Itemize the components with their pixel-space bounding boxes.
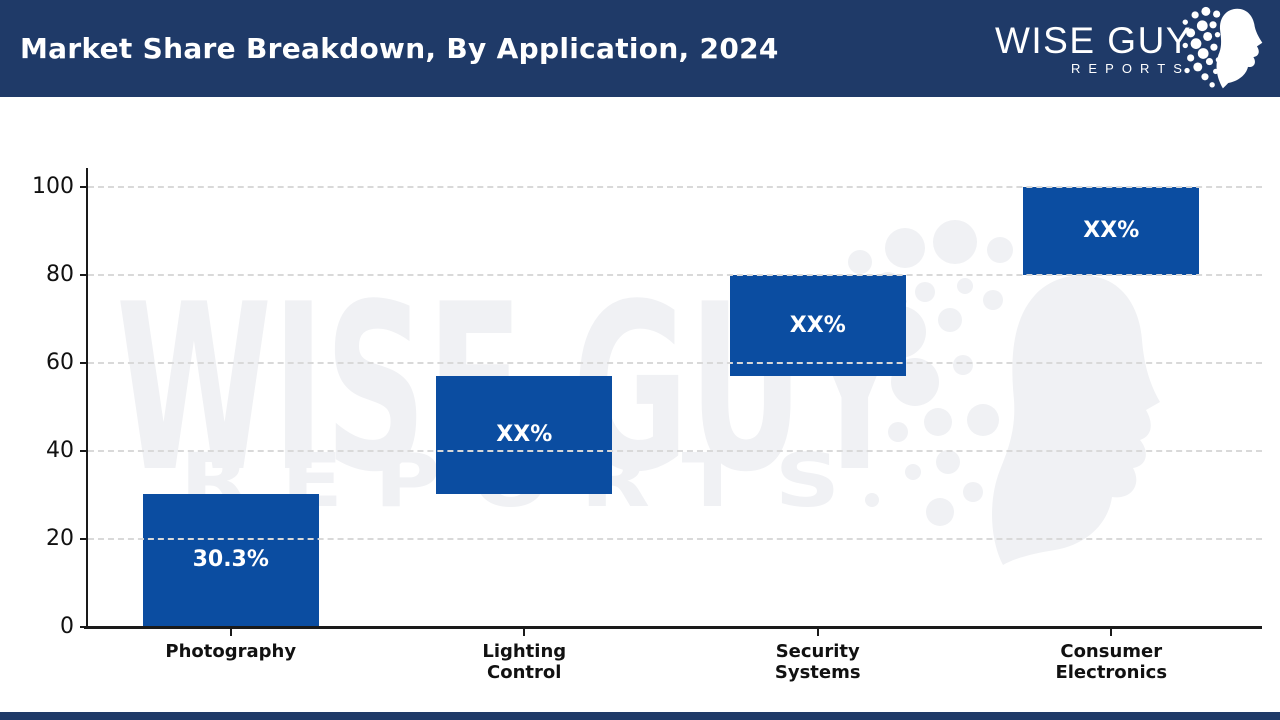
y-tick-mark	[80, 186, 88, 188]
bar-lighting-control	[436, 376, 613, 494]
y-tick-mark	[80, 450, 88, 452]
gridline-60	[88, 362, 1262, 364]
bar-security-systems	[729, 275, 906, 377]
y-tick-label: 0	[60, 614, 74, 639]
x-tick-mark	[1110, 627, 1113, 636]
y-tick-label: 40	[46, 438, 74, 463]
y-tick-label: 100	[32, 174, 74, 199]
x-axis-line	[84, 626, 1262, 629]
bar-value-label: XX%	[789, 312, 846, 338]
logo-subtext: REPORTS	[1070, 61, 1190, 76]
gridline-80	[88, 274, 1262, 276]
chart-title: Market Share Breakdown, By Application, …	[20, 32, 779, 65]
x-tick-mark	[523, 627, 526, 636]
category-label-photography: Photography	[165, 641, 297, 662]
bar-value-label: 30.3%	[192, 547, 269, 573]
category-label-lighting-control: Lighting Control	[482, 641, 567, 683]
gridline-40	[88, 450, 1262, 452]
y-tick-mark	[80, 362, 88, 364]
gridline-20	[88, 538, 1262, 540]
y-tick-mark	[80, 274, 88, 276]
y-tick-label: 60	[46, 350, 74, 375]
gridline-100	[88, 186, 1262, 188]
x-tick-mark	[816, 627, 819, 636]
y-tick-label: 80	[46, 262, 74, 287]
x-tick-mark	[229, 627, 232, 636]
logo-head-icon	[1182, 6, 1263, 89]
logo-text: WISE GUY REPORTS	[995, 21, 1192, 77]
category-label-security-systems: Security Systems	[774, 641, 861, 683]
y-tick-label: 20	[46, 526, 74, 551]
y-tick-mark	[80, 538, 88, 540]
category-label-consumer-electronics: Consumer Electronics	[1055, 641, 1168, 683]
brand-logo: WISE GUY REPORTS	[995, 6, 1266, 92]
footer-bar	[0, 712, 1280, 720]
bar-photography	[142, 493, 319, 627]
y-axis-line	[86, 168, 88, 629]
bar-value-label: XX%	[496, 421, 553, 447]
bar-consumer-electronics	[1023, 187, 1200, 275]
header-bar: Market Share Breakdown, By Application, …	[0, 0, 1280, 97]
bar-value-label: XX%	[1083, 218, 1140, 243]
logo-wordmark: WISE GUY	[994, 20, 1192, 61]
